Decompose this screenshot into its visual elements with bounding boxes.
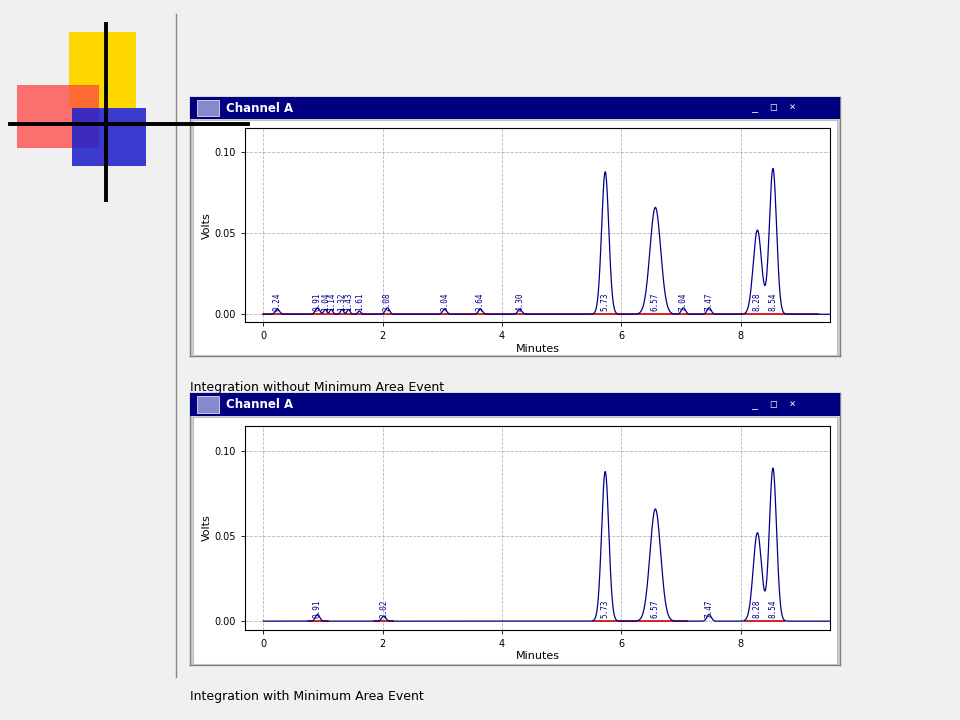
Text: 2.02: 2.02 xyxy=(379,599,388,618)
Text: 0.91: 0.91 xyxy=(313,292,322,311)
Bar xyxy=(197,100,219,117)
Text: 0.91: 0.91 xyxy=(313,599,322,618)
Y-axis label: Volts: Volts xyxy=(202,212,212,238)
Text: 1.04: 1.04 xyxy=(321,292,329,311)
X-axis label: Minutes: Minutes xyxy=(516,652,560,662)
Text: Integration with Minimum Area Event: Integration with Minimum Area Event xyxy=(190,690,423,703)
Text: Channel A: Channel A xyxy=(226,398,293,411)
Text: 8.28: 8.28 xyxy=(753,599,762,618)
Text: 1.43: 1.43 xyxy=(344,292,353,311)
Bar xyxy=(69,32,136,108)
Text: 8.54: 8.54 xyxy=(768,599,778,618)
Text: 3.04: 3.04 xyxy=(440,292,449,311)
Bar xyxy=(17,85,99,148)
Text: 0.24: 0.24 xyxy=(273,292,282,311)
Text: 1.61: 1.61 xyxy=(355,292,364,311)
Text: 5.73: 5.73 xyxy=(601,599,610,618)
Text: 7.04: 7.04 xyxy=(679,292,688,311)
Bar xyxy=(72,108,147,166)
Text: 1.32: 1.32 xyxy=(338,292,347,311)
Text: 6.57: 6.57 xyxy=(651,292,660,311)
Text: 7.47: 7.47 xyxy=(705,292,713,311)
Text: 8.28: 8.28 xyxy=(753,292,762,311)
Text: 4.30: 4.30 xyxy=(516,292,524,311)
Bar xyxy=(190,97,840,119)
Bar xyxy=(190,393,840,416)
Bar xyxy=(197,396,219,413)
Text: 6.57: 6.57 xyxy=(651,599,660,618)
Text: Integration without Minimum Area Event: Integration without Minimum Area Event xyxy=(190,381,444,395)
Text: 8.54: 8.54 xyxy=(768,292,778,311)
Text: 5.73: 5.73 xyxy=(601,292,610,311)
Text: 7.47: 7.47 xyxy=(705,599,713,618)
Text: 3.64: 3.64 xyxy=(476,292,485,311)
Text: 1.14: 1.14 xyxy=(326,292,336,311)
Text: 2.08: 2.08 xyxy=(383,292,392,311)
X-axis label: Minutes: Minutes xyxy=(516,344,560,354)
Y-axis label: Volts: Volts xyxy=(202,514,212,541)
Text: Channel A: Channel A xyxy=(226,102,293,114)
Text: _  □  ×: _ □ × xyxy=(753,103,796,113)
Text: _  □  ×: _ □ × xyxy=(753,400,796,410)
